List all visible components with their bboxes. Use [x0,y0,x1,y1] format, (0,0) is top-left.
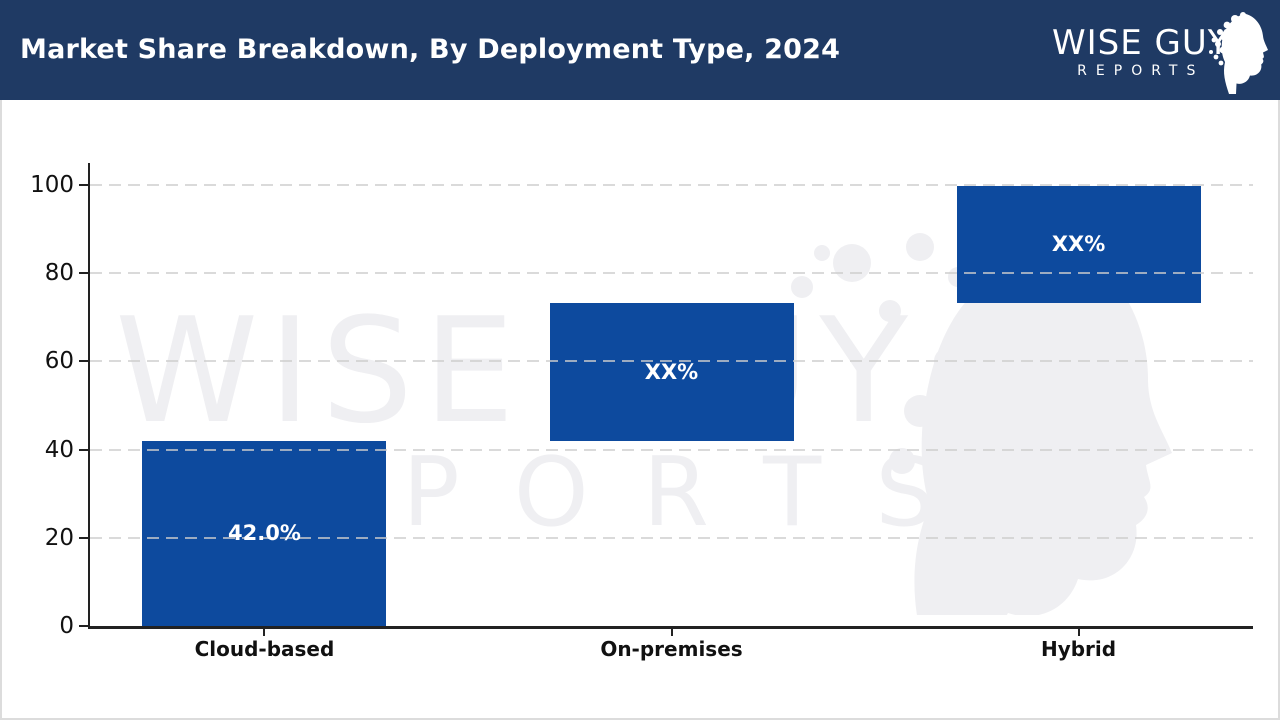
logo-wordmark-line1: WISE GUY [1052,23,1230,63]
x-category-label: On-premises [600,637,743,661]
gridline [90,448,1253,451]
logo-wordmark-line2: REPORTS [1077,63,1205,79]
y-tick-mark [79,536,88,539]
x-tick-mark [1077,629,1080,636]
page-title: Market Share Breakdown, By Deployment Ty… [20,34,841,65]
y-tick-mark [79,184,88,186]
header: Market Share Breakdown, By Deployment Ty… [0,0,1280,100]
bar-value-label: 42.0% [228,521,301,546]
y-tick-label: 0 [59,613,74,639]
y-tick-mark [79,625,88,627]
bar-hybrid [956,185,1201,303]
x-category-label: Cloud-based [194,637,335,661]
y-tick-label: 60 [44,348,74,375]
y-tick-label: 100 [30,172,74,198]
gridline [90,272,1253,275]
y-tick-label: 20 [44,524,74,551]
y-tick-mark [79,360,88,363]
bar-cloud-based [142,440,387,626]
bar-value-label: XX% [644,359,699,384]
y-axis-line [88,163,90,627]
y-tick-mark [79,448,88,451]
gridline [90,360,1253,363]
y-tick-label: 40 [44,436,74,463]
x-tick-mark [670,629,673,636]
x-tick-mark [263,629,266,636]
gridline [90,536,1253,539]
brand-logo: WISE GUY REPORTS [1008,6,1270,94]
watermark-head-graphic [791,233,1172,615]
logo-wordmark: WISE GUY REPORTS [1052,26,1230,79]
bar-value-label: XX% [1051,232,1106,257]
x-category-label: Hybrid [1040,637,1117,661]
logo-head-icon [1209,12,1268,94]
y-tick-mark [79,272,88,275]
gridline [90,184,1253,186]
bar-on-premises [549,302,794,441]
x-axis-line [88,626,1253,629]
y-tick-label: 80 [44,260,74,287]
